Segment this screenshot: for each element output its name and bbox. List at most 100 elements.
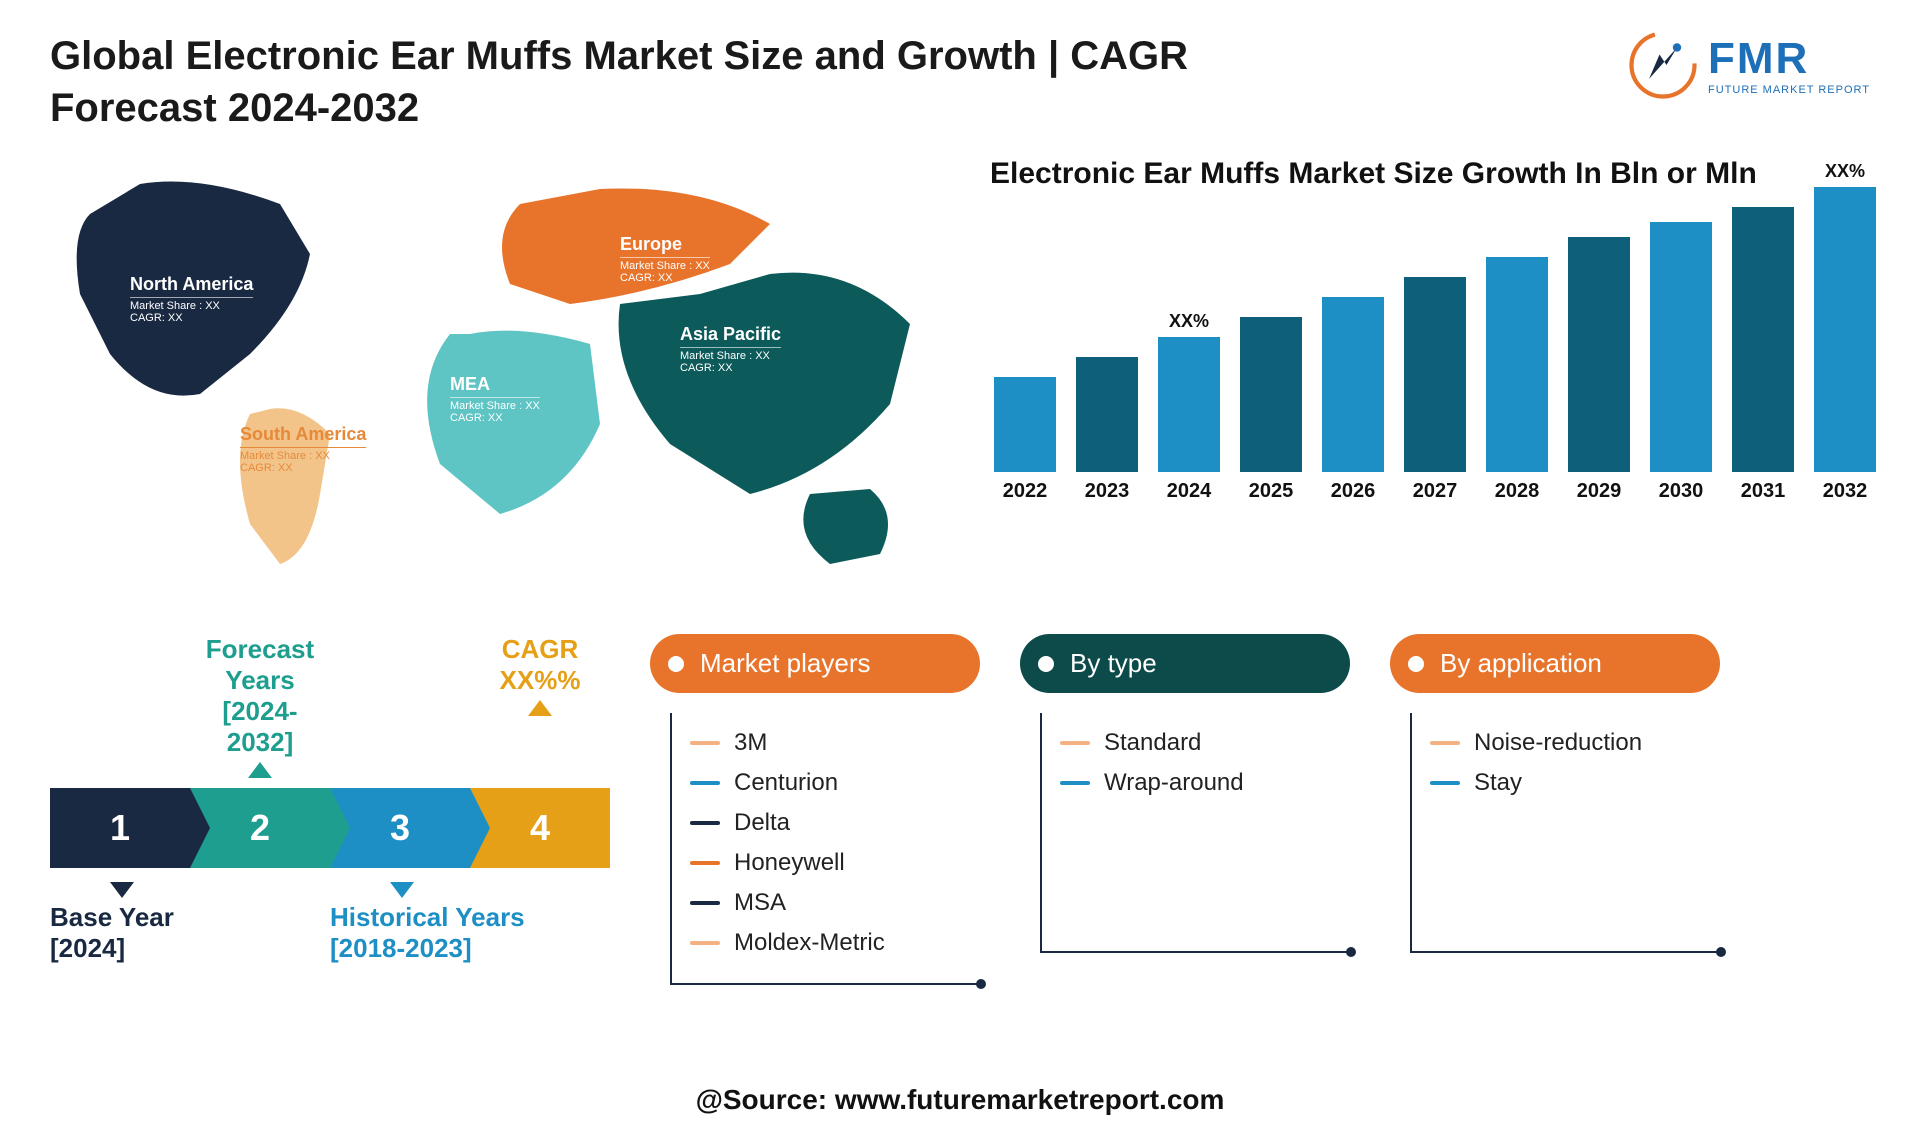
bar-2025: 2025 (1236, 291, 1306, 503)
info-list: Noise-reduction Stay (1410, 713, 1720, 953)
timeline: Forecast Years [2024-2032] CAGR XX%% 1 2… (50, 634, 610, 964)
forecast-label: Forecast Years (206, 634, 314, 695)
forecast-range: [2024-2032] (222, 696, 297, 757)
bar-2023: 2023 (1072, 331, 1142, 503)
bar-2024: XX% 2024 (1154, 311, 1224, 503)
map-svg (50, 154, 950, 574)
bar-year-label: 2027 (1413, 480, 1458, 503)
item-label: Honeywell (734, 849, 845, 877)
item-label: Standard (1104, 729, 1201, 757)
item-label: Moldex-Metric (734, 929, 885, 957)
timeline-seg-1: 1 (50, 788, 190, 868)
region-label-eu: EuropeMarket Share : XXCAGR: XX (620, 234, 710, 284)
logo-icon (1628, 30, 1698, 100)
bar-rect (1076, 357, 1138, 472)
cagr-label: CAGR (502, 634, 579, 664)
bar-rect (1650, 222, 1712, 472)
list-item: MSA (672, 883, 980, 923)
region-label-na: North AmericaMarket Share : XXCAGR: XX (130, 274, 253, 324)
pill-header: By type (1020, 634, 1350, 693)
bar-rect (1568, 237, 1630, 472)
item-label: Centurion (734, 769, 838, 797)
list-item: Honeywell (672, 843, 980, 883)
bar-year-label: 2024 (1167, 480, 1212, 503)
bar-year-label: 2022 (1003, 480, 1048, 503)
timeline-seg-3: 3 (330, 788, 470, 868)
bar-year-label: 2025 (1249, 480, 1294, 503)
bar-rect (1158, 337, 1220, 472)
list-item: Delta (672, 803, 980, 843)
bar-2022: 2022 (990, 351, 1060, 503)
item-label: Stay (1474, 769, 1522, 797)
item-label: 3M (734, 729, 767, 757)
tick-icon (1060, 781, 1090, 785)
bar-year-label: 2026 (1331, 480, 1376, 503)
tick-icon (1430, 741, 1460, 745)
logo-main-text: FMR (1708, 34, 1870, 84)
bar-2028: 2028 (1482, 231, 1552, 503)
page-title: Global Electronic Ear Muffs Market Size … (50, 30, 1350, 134)
list-item: Noise-reduction (1412, 723, 1720, 763)
list-item: Wrap-around (1042, 763, 1350, 803)
bar-annotation: XX% (1825, 161, 1865, 183)
tick-icon (690, 741, 720, 745)
bar-2027: 2027 (1400, 251, 1470, 503)
bar-rect (1240, 317, 1302, 472)
list-item: Standard (1042, 723, 1350, 763)
item-label: Delta (734, 809, 790, 837)
item-label: Wrap-around (1104, 769, 1244, 797)
base-label: Base Year (50, 902, 174, 932)
region-label-mea: MEAMarket Share : XXCAGR: XX (450, 374, 540, 424)
list-item: Centurion (672, 763, 980, 803)
cagr-value: XX%% (500, 665, 581, 695)
pill-header: Market players (650, 634, 980, 693)
info-column-2: By application Noise-reduction Stay (1390, 634, 1720, 985)
item-label: MSA (734, 889, 786, 917)
hist-label: Historical Years (330, 902, 525, 932)
info-column-0: Market players 3M Centurion Delta Honeywell M… (650, 634, 980, 985)
tick-icon (690, 821, 720, 825)
list-item: Moldex-Metric (672, 923, 980, 963)
bar-2032: XX% 2032 (1810, 161, 1880, 503)
tick-icon (690, 901, 720, 905)
timeline-bar: 1 2 3 4 (50, 788, 610, 868)
info-list: Standard Wrap-around (1040, 713, 1350, 953)
hist-range: [2018-2023] (330, 933, 472, 963)
growth-chart: Electronic Ear Muffs Market Size Growth … (990, 154, 1880, 574)
bar-2031: 2031 (1728, 181, 1798, 503)
header: Global Electronic Ear Muffs Market Size … (50, 30, 1870, 134)
bar-rect (1814, 187, 1876, 472)
list-item: 3M (672, 723, 980, 763)
timeline-seg-4: 4 (470, 788, 610, 868)
bar-rect (1732, 207, 1794, 472)
bar-2029: 2029 (1564, 211, 1634, 503)
base-range: [2024] (50, 933, 125, 963)
bar-rect (994, 377, 1056, 472)
bar-rect (1322, 297, 1384, 472)
tick-icon (690, 861, 720, 865)
bar-rect (1486, 257, 1548, 472)
region-label-ap: Asia PacificMarket Share : XXCAGR: XX (680, 324, 781, 374)
logo-sub-text: FUTURE MARKET REPORT (1708, 84, 1870, 96)
tick-icon (1430, 781, 1460, 785)
bar-year-label: 2031 (1741, 480, 1786, 503)
source-line: @Source: www.futuremarketreport.com (0, 1084, 1920, 1116)
tick-icon (1060, 741, 1090, 745)
bar-2026: 2026 (1318, 271, 1388, 503)
bar-row: 2022 2023 XX% 2024 2025 2026 2027 2028 2029 2030 2… (990, 203, 1880, 503)
tick-icon (690, 781, 720, 785)
list-item: Stay (1412, 763, 1720, 803)
bar-year-label: 2030 (1659, 480, 1704, 503)
bar-year-label: 2032 (1823, 480, 1868, 503)
bar-year-label: 2029 (1577, 480, 1622, 503)
info-column-1: By type Standard Wrap-around (1020, 634, 1350, 985)
bar-annotation: XX% (1169, 311, 1209, 333)
pill-header: By application (1390, 634, 1720, 693)
region-label-sa: South AmericaMarket Share : XXCAGR: XX (240, 424, 366, 474)
tick-icon (690, 941, 720, 945)
bar-year-label: 2028 (1495, 480, 1540, 503)
bar-rect (1404, 277, 1466, 472)
world-map: North AmericaMarket Share : XXCAGR: XX So… (50, 154, 950, 574)
item-label: Noise-reduction (1474, 729, 1642, 757)
bar-year-label: 2023 (1085, 480, 1130, 503)
